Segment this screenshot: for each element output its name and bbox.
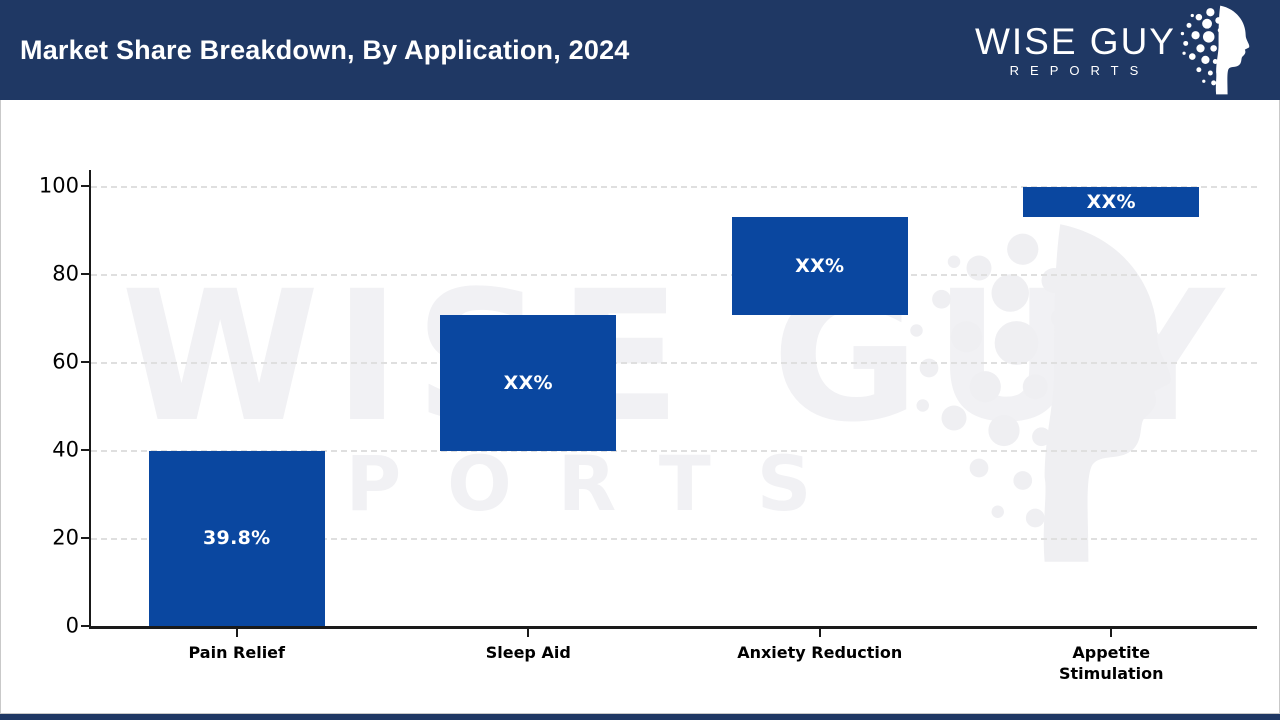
bar-pain-relief: 39.8% [148,450,325,626]
wise-guy-logo: WISE GUY REPORTS [975,4,1258,96]
chart-area: WISE GUY REPORTS 0 20 40 60 80 100 39.8% Pain R… [0,100,1280,714]
x-axis-tick-mark-pain-relief [235,629,238,637]
x-axis-category-label-appetite-stimulation: Appetite Stimulation [1058,643,1164,683]
logo-wordmark: WISE GUY [974,20,1176,62]
gridline-80 [91,273,1257,276]
y-axis-tick-label: 0 [65,613,79,638]
footer-strip [0,714,1280,720]
header-bar: Market Share Breakdown, By Application, … [0,0,1280,100]
bar-value-label: XX% [795,254,845,277]
y-axis-tick-label: 40 [52,437,79,462]
x-axis-category-label-anxiety-reduction: Anxiety Reduction [737,643,903,662]
bar-value-label: 39.8% [203,527,271,550]
y-axis-tick-label: 80 [52,261,79,286]
x-axis-tick-mark-anxiety-reduction [818,629,821,637]
x-axis-category-label-sleep-aid: Sleep Aid [485,643,571,662]
y-axis-tick-mark-100 [81,184,89,187]
gridline-40 [91,449,1257,452]
x-axis-tick-mark-sleep-aid [527,629,530,637]
gridline-100 [91,185,1257,188]
gridline-60 [91,361,1257,364]
y-axis-tick-mark-0 [81,625,89,627]
y-axis-tick-label: 100 [38,173,79,198]
y-axis-tick-label: 20 [52,525,79,550]
bar-sleep-aid: XX% [440,314,617,451]
x-axis-tick-mark-appetite-stimulation [1110,629,1113,637]
gridline-20 [91,537,1257,540]
bar-value-label: XX% [1086,190,1136,213]
y-axis-tick-mark-20 [81,536,89,539]
logo-subtitle: REPORTS [1009,62,1150,78]
x-axis-category-label-pain-relief: Pain Relief [188,643,286,662]
y-axis-tick-mark-80 [81,272,89,275]
y-axis-tick-mark-40 [81,448,89,451]
bar-appetite-stimulation: XX% [1023,186,1200,217]
plot-region: 0 20 40 60 80 100 39.8% Pain Relief XX% Sleep Aid… [39,170,1257,683]
y-axis-tick-mark-60 [81,360,89,363]
y-axis-tick-label: 60 [52,349,79,374]
page-title: Market Share Breakdown, By Application, … [20,34,630,65]
bar-value-label: XX% [503,371,553,394]
bar-anxiety-reduction: XX% [731,216,908,315]
logo-head-icon [1180,5,1250,95]
